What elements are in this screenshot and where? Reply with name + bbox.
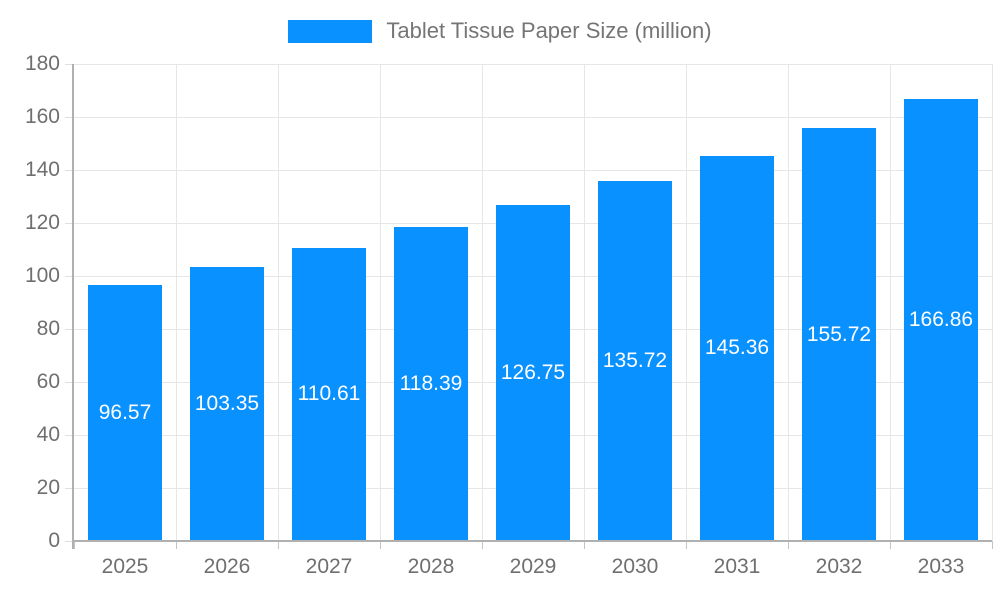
y-axis-tick xyxy=(65,117,74,118)
y-axis-line xyxy=(72,64,74,549)
x-axis-tick-label: 2030 xyxy=(611,555,659,578)
gridline-horizontal xyxy=(74,170,992,171)
gridline-vertical xyxy=(176,64,177,541)
y-axis-tick-label: 20 xyxy=(36,476,60,499)
x-axis-tick-label: 2026 xyxy=(203,555,251,578)
y-axis-tick xyxy=(65,170,74,171)
y-axis-tick-label: 160 xyxy=(24,105,60,128)
x-axis-tick-label: 2029 xyxy=(509,555,557,578)
y-axis-tick-label: 80 xyxy=(36,317,60,340)
y-axis-tick-label: 0 xyxy=(48,529,60,552)
bar-2029[interactable] xyxy=(496,205,570,541)
y-axis-tick-label: 140 xyxy=(24,158,60,181)
x-axis-tick xyxy=(686,541,687,549)
bar-2026[interactable] xyxy=(190,267,264,541)
x-axis-tick xyxy=(992,541,993,549)
y-axis-tick-label: 180 xyxy=(24,52,60,75)
bar-value-label: 166.86 xyxy=(908,307,974,331)
bar-value-label: 155.72 xyxy=(806,322,872,346)
y-axis-tick xyxy=(65,329,74,330)
x-axis-tick-label: 2031 xyxy=(713,555,761,578)
x-axis-tick xyxy=(74,541,75,549)
y-axis-tick xyxy=(65,382,74,383)
y-axis-tick xyxy=(65,435,74,436)
x-axis-line xyxy=(72,540,992,542)
x-axis-tick xyxy=(584,541,585,549)
x-axis-tick xyxy=(788,541,789,549)
gridline-vertical xyxy=(584,64,585,541)
bar-2033[interactable] xyxy=(904,98,978,541)
x-axis-tick-label: 2027 xyxy=(305,555,353,578)
y-axis-tick-label: 40 xyxy=(36,423,60,446)
gridline-vertical xyxy=(482,64,483,541)
bar-value-label: 145.36 xyxy=(704,336,770,360)
bar-2031[interactable] xyxy=(700,155,774,541)
x-axis-tick xyxy=(482,541,483,549)
gridline-vertical xyxy=(380,64,381,541)
y-axis-tick-label: 120 xyxy=(24,211,60,234)
gridline-horizontal xyxy=(74,117,992,118)
legend-item[interactable]: Tablet Tissue Paper Size (million) xyxy=(288,18,712,44)
bar-value-label: 118.39 xyxy=(399,372,463,396)
gridline-vertical xyxy=(278,64,279,541)
legend-label: Tablet Tissue Paper Size (million) xyxy=(386,18,712,43)
bar-value-label: 96.57 xyxy=(98,401,152,425)
gridline-vertical xyxy=(788,64,789,541)
gridline-vertical xyxy=(890,64,891,541)
bar-2028[interactable] xyxy=(394,227,468,541)
y-axis-tick xyxy=(65,276,74,277)
x-axis-tick xyxy=(278,541,279,549)
chart-legend: Tablet Tissue Paper Size (million) xyxy=(0,18,1000,44)
bar-value-label: 135.72 xyxy=(602,349,668,373)
gridline-horizontal xyxy=(74,64,992,65)
bar-value-label: 103.35 xyxy=(194,392,260,416)
x-axis-tick xyxy=(176,541,177,549)
x-axis-tick-label: 2025 xyxy=(101,555,149,578)
bar-2030[interactable] xyxy=(598,181,672,541)
bar-value-label: 126.75 xyxy=(500,361,566,385)
x-axis-tick-label: 2032 xyxy=(815,555,863,578)
y-axis-tick xyxy=(65,223,74,224)
bar-2025[interactable] xyxy=(88,285,162,541)
bar-value-label: 110.61 xyxy=(297,382,361,406)
x-axis-tick xyxy=(380,541,381,549)
gridline-vertical xyxy=(686,64,687,541)
y-axis-tick-label: 100 xyxy=(24,264,60,287)
y-axis-tick-label: 60 xyxy=(36,370,60,393)
bar-2032[interactable] xyxy=(802,128,876,541)
y-axis-tick xyxy=(65,541,74,542)
y-axis-tick xyxy=(65,64,74,65)
legend-swatch-icon xyxy=(288,19,373,43)
bar-2027[interactable] xyxy=(292,247,366,541)
y-axis-tick xyxy=(65,488,74,489)
gridline-vertical xyxy=(992,64,993,541)
x-axis-tick-label: 2033 xyxy=(917,555,965,578)
x-axis-tick-label: 2028 xyxy=(407,555,455,578)
x-axis-tick xyxy=(890,541,891,549)
